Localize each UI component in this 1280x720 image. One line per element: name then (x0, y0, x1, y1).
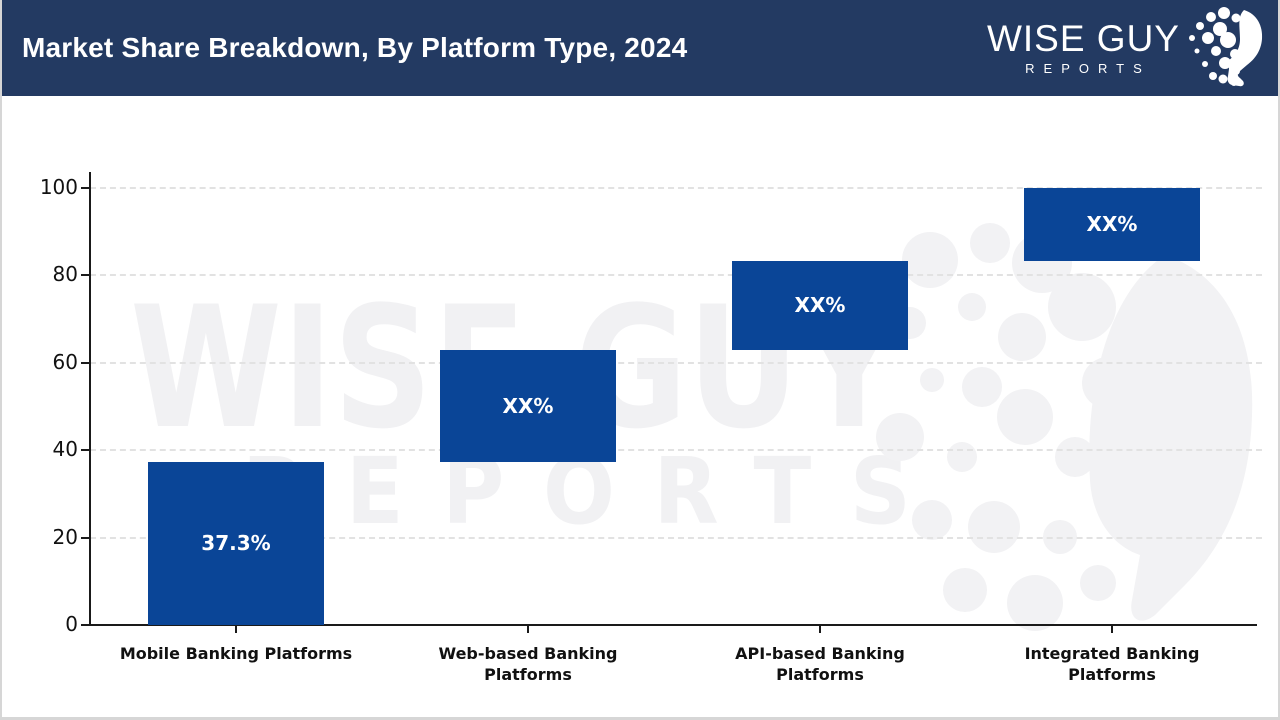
gridline-20 (90, 536, 1262, 539)
brand-logo: WISE GUY REPORTS (987, 6, 1264, 90)
y-tick-mark-60 (81, 361, 89, 364)
y-tick-mark-0 (81, 624, 89, 626)
x-tick-mark-1 (527, 626, 529, 633)
chart-plot-area: 0 20 40 60 80 100 37.3% Mobile Banking Platform… (2, 96, 1278, 717)
brand-head-icon (1189, 7, 1263, 87)
bar-segment-1: XX% (440, 349, 616, 462)
gridline-100 (90, 187, 1262, 189)
bar-value-label-3: XX% (1086, 212, 1138, 237)
y-tick-label-40: 40 (52, 437, 78, 462)
bar-segment-0: 37.3% (148, 461, 324, 625)
y-tick-label-20: 20 (52, 524, 78, 549)
y-tick-label-0: 0 (65, 612, 78, 636)
category-label-2: API-based Banking Platforms (735, 644, 905, 685)
bar-value-label-0: 37.3% (201, 531, 271, 556)
y-axis-line (89, 172, 91, 626)
x-tick-mark-3 (1111, 626, 1113, 633)
category-label-0: Mobile Banking Platforms (119, 644, 353, 663)
x-tick-mark-0 (235, 626, 237, 633)
bar-segment-3: XX% (1024, 188, 1200, 261)
category-label-3: Integrated Banking Platforms (1024, 644, 1200, 685)
y-tick-label-60: 60 (52, 349, 78, 374)
x-axis-line (89, 624, 1257, 626)
bar-value-label-2: XX% (794, 293, 846, 318)
y-tick-mark-40 (81, 449, 89, 452)
watermark-head-icon (876, 223, 1253, 631)
y-tick-mark-80 (81, 274, 89, 277)
brand-logo-text: WISE GUY REPORTS (986, 18, 1180, 76)
y-tick-mark-100 (81, 187, 89, 189)
brand-subtitle: REPORTS (1025, 60, 1151, 76)
x-tick-mark-2 (819, 626, 821, 633)
gridline-60 (90, 361, 1262, 364)
gridline-40 (90, 449, 1262, 452)
y-tick-label-100: 100 (39, 175, 78, 199)
header-bar: Market Share Breakdown, By Platform Type… (2, 0, 1278, 96)
y-tick-mark-20 (81, 536, 89, 539)
gridline-80 (90, 274, 1262, 277)
y-tick-label-80: 80 (52, 262, 78, 287)
category-label-1: Web-based Banking Platforms (438, 644, 618, 685)
chart-title: Market Share Breakdown, By Platform Type… (22, 32, 688, 63)
brand-name: WISE GUY (986, 18, 1180, 60)
bar-value-label-1: XX% (502, 393, 554, 418)
bar-segment-2: XX% (732, 260, 908, 350)
